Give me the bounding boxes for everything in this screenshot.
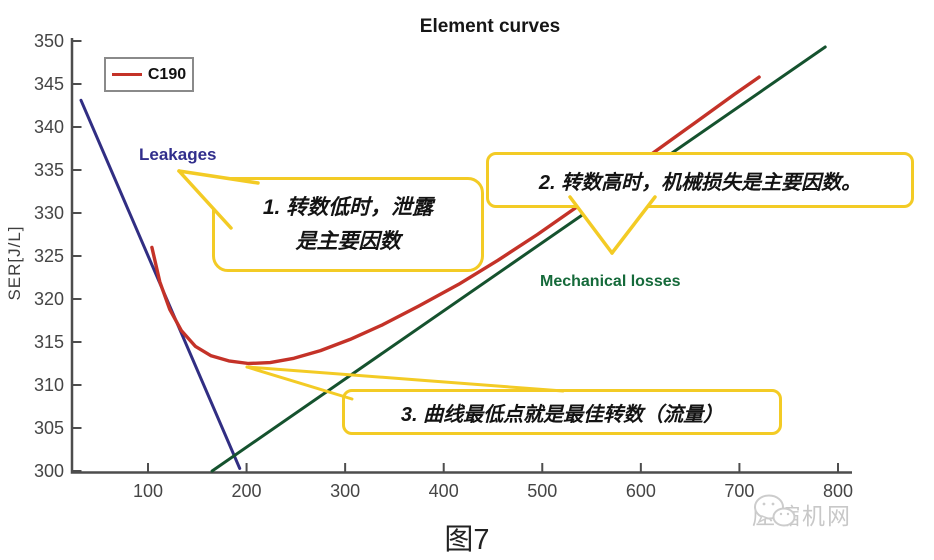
- y-tick-label: 310: [34, 375, 64, 395]
- legend-label: C190: [147, 65, 187, 83]
- y-tick-label: 330: [34, 203, 64, 223]
- x-tick-label: 400: [429, 481, 459, 501]
- y-tick-label: 350: [34, 31, 64, 51]
- x-tick-label: 600: [626, 481, 656, 501]
- callout-low-speed-leakage: 1. 转数低时，泄露 是主要因数: [212, 177, 484, 272]
- legend-line-swatch: [111, 73, 142, 76]
- y-tick-label: 325: [34, 246, 64, 266]
- y-axis-label: SER[J/L]: [5, 225, 24, 301]
- leakages-annotation: Leakages: [139, 145, 217, 164]
- legend-box: C190: [104, 57, 194, 92]
- x-tick-label: 700: [724, 481, 754, 501]
- callout-high-speed-mechanical: 2. 转数高时，机械损失是主要因数。: [486, 152, 914, 208]
- x-tick-label: 500: [527, 481, 557, 501]
- callout-2-text: 2. 转数高时，机械损失是主要因数。: [538, 171, 862, 194]
- callout-1-line-2: 是主要因数: [295, 229, 401, 253]
- y-tick-label: 320: [34, 289, 64, 309]
- chart-title: Element curves: [419, 16, 561, 37]
- x-tick-label: 200: [232, 481, 262, 501]
- axis-lines: [70, 38, 852, 474]
- x-tick-label: 800: [823, 481, 853, 501]
- y-tick-label: 305: [34, 418, 64, 438]
- y-tick-label: 315: [34, 332, 64, 352]
- figure-caption: 图7: [444, 524, 490, 556]
- mechanical-losses-annotation: Mechanical losses: [540, 273, 681, 290]
- x-tick-label: 100: [133, 481, 163, 501]
- callout-1-line-1: 1. 转数低时，泄露: [262, 195, 434, 219]
- x-tick-label: 300: [330, 481, 360, 501]
- y-tick-label: 345: [34, 74, 64, 94]
- y-tick-label: 335: [34, 160, 64, 180]
- callout-optimal-speed: 3. 曲线最低点就是最佳转数（流量）: [342, 389, 782, 435]
- watermark: 压缩机网: [752, 492, 930, 536]
- callout-3-text: 3. 曲线最低点就是最佳转数（流量）: [400, 403, 724, 426]
- y-tick-label: 300: [34, 461, 64, 481]
- y-tick-label: 340: [34, 117, 64, 137]
- wechat-icon: [754, 494, 796, 527]
